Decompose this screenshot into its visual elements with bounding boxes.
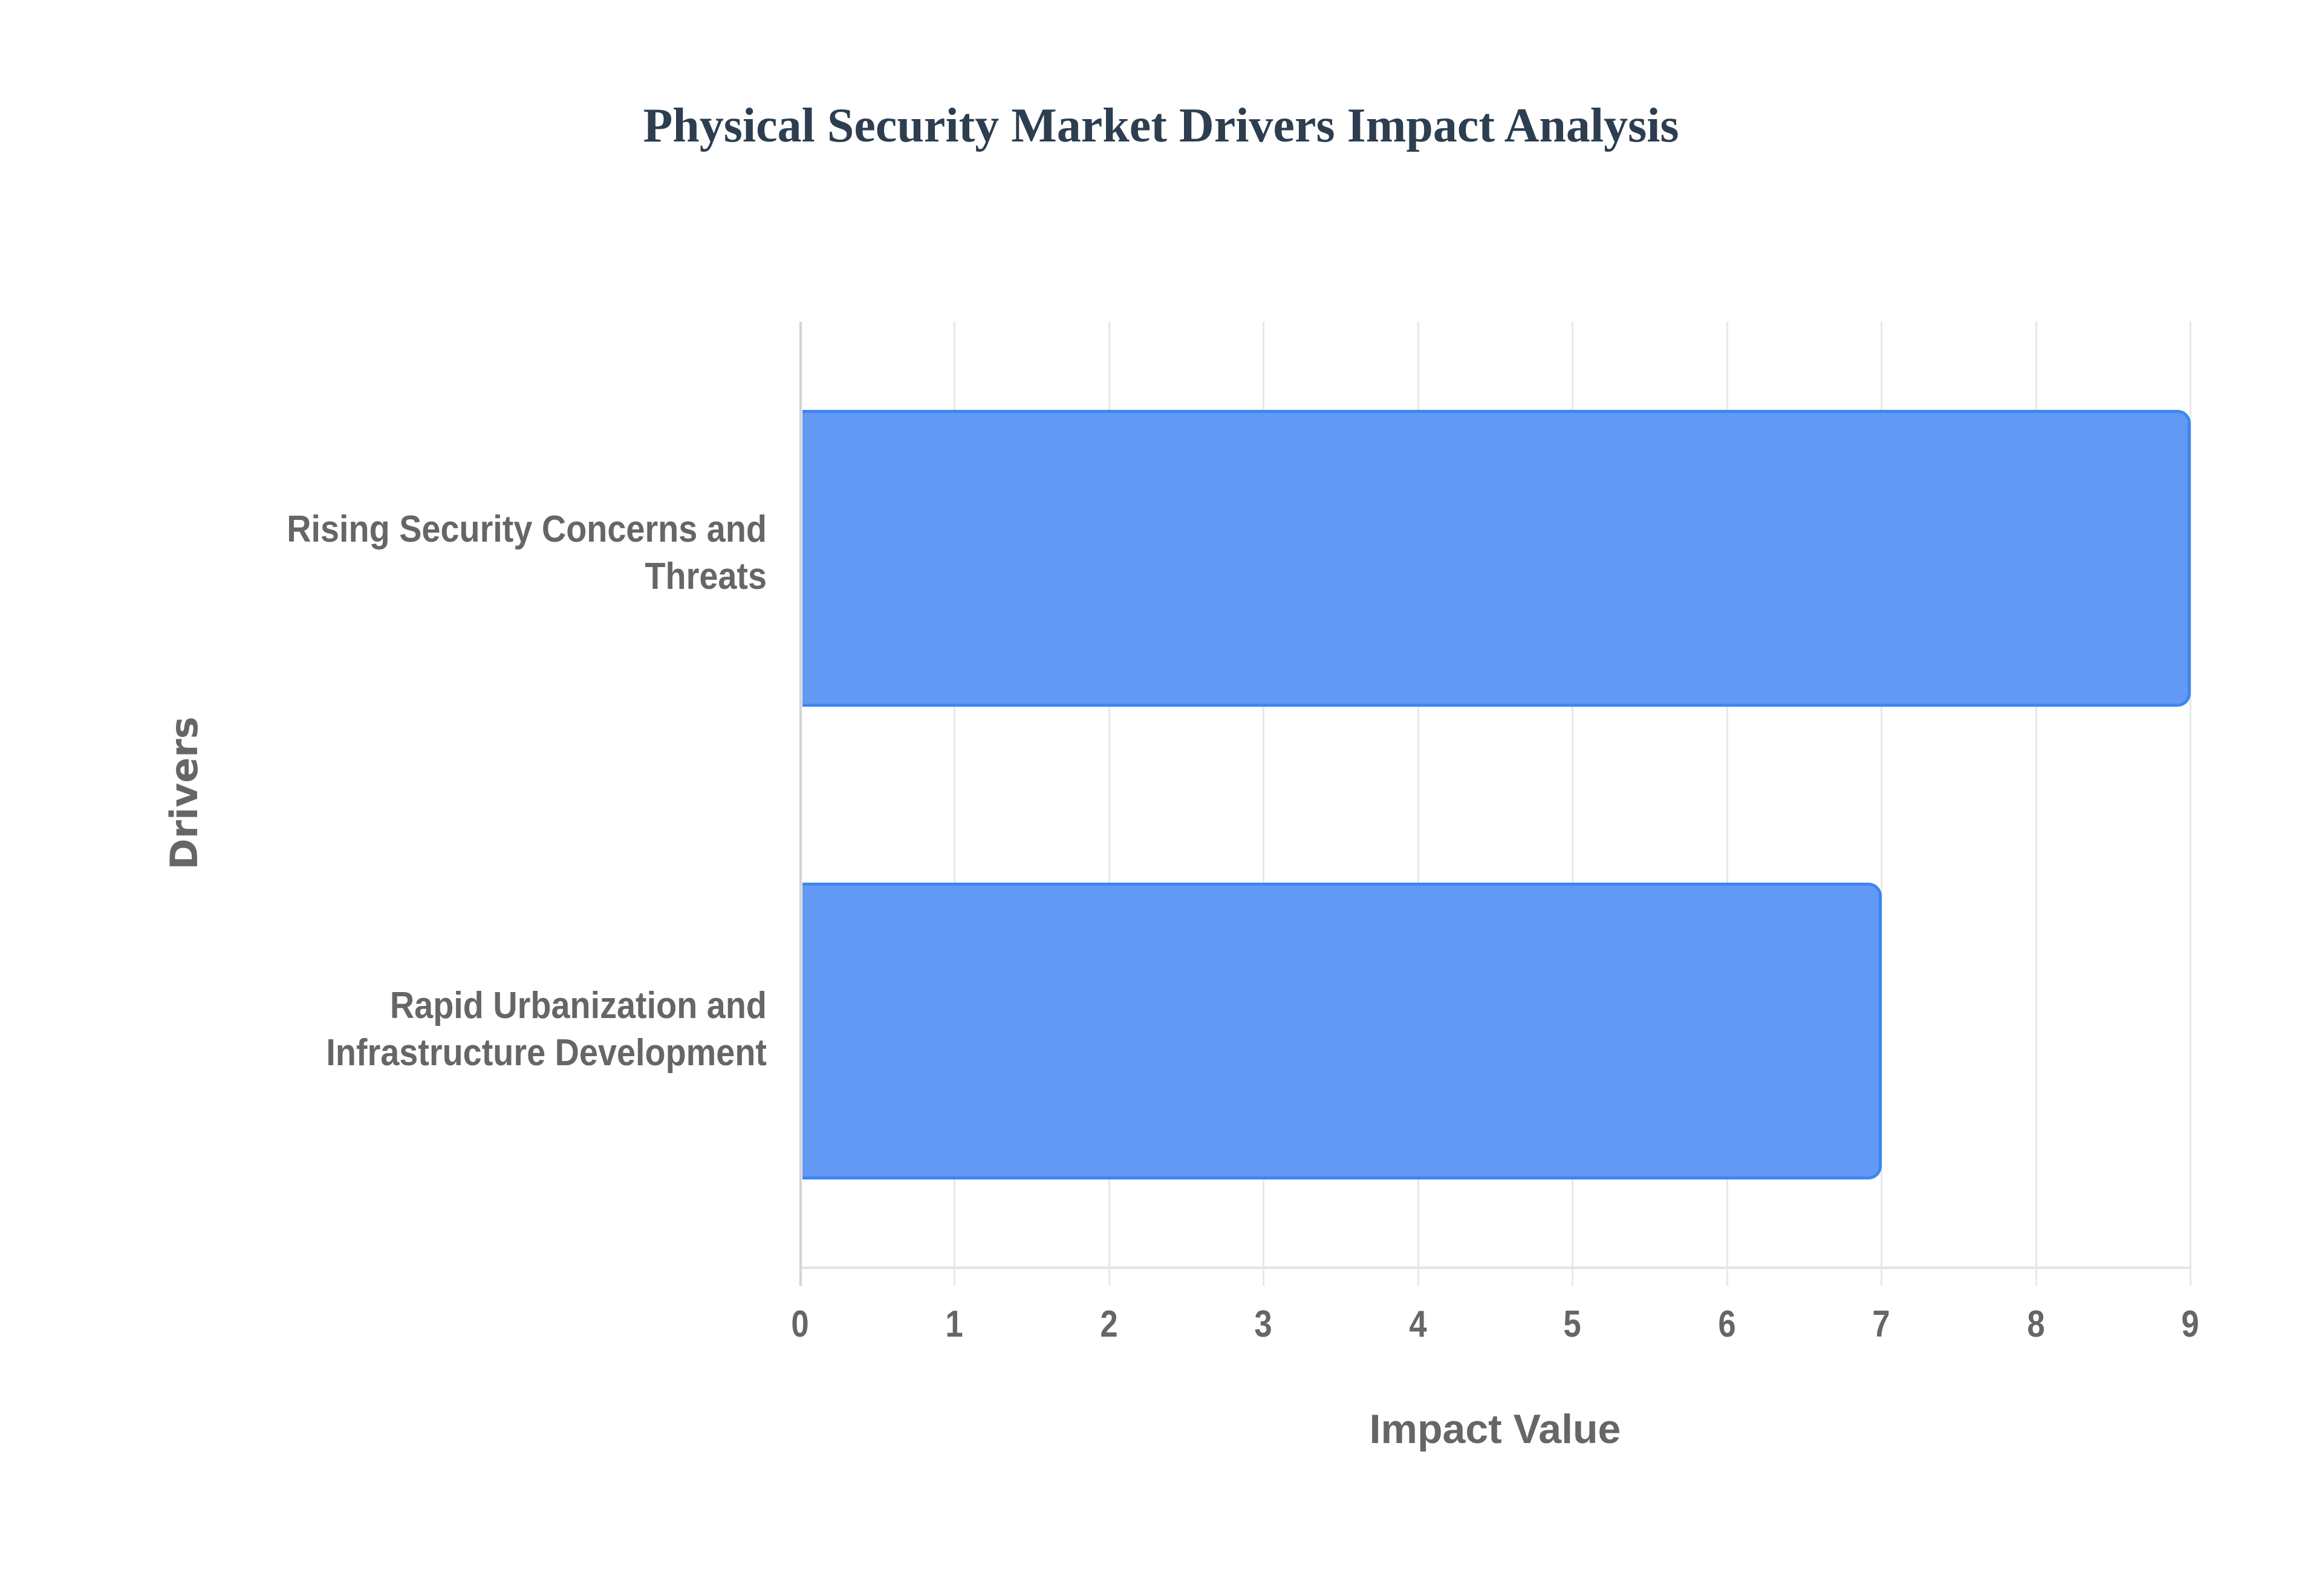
x-tick-label: 5	[1563, 1303, 1581, 1345]
gridline	[1572, 322, 1574, 1286]
x-tick-label: 2	[1100, 1303, 1118, 1345]
x-tick-label: 8	[2026, 1303, 2045, 1345]
y-axis-title: Drivers	[162, 716, 206, 870]
bar[interactable]	[802, 883, 1882, 1180]
x-tick-label: 0	[791, 1303, 809, 1345]
x-tick-label: 6	[1717, 1303, 1736, 1345]
x-tick-label: 7	[1872, 1303, 1890, 1345]
x-baseline	[800, 1267, 2190, 1269]
gridline	[1108, 322, 1110, 1286]
x-axis-title: Impact Value	[1369, 1406, 1621, 1452]
gridline	[1726, 322, 1728, 1286]
gridline	[2035, 322, 2037, 1286]
gridline	[1263, 322, 1265, 1286]
category-label-line: Rapid Urbanization and	[389, 985, 767, 1027]
plot-area	[799, 322, 2191, 1286]
chart-title: Physical Security Market Drivers Impact …	[643, 99, 1679, 152]
category-label-rapid-urbanization: Rapid Urbanization and Infrastructure De…	[168, 982, 767, 1077]
category-label-line: Infrastructure Development	[326, 1032, 767, 1074]
gridline	[1881, 322, 1883, 1286]
x-tick-label: 1	[945, 1303, 964, 1345]
x-tick-label: 3	[1254, 1303, 1272, 1345]
category-label-line: Threats	[645, 556, 767, 597]
gridline	[799, 322, 802, 1286]
gridline	[1417, 322, 1419, 1286]
gridline	[954, 322, 956, 1286]
bar[interactable]	[802, 409, 2191, 707]
gridline	[2190, 322, 2191, 1286]
category-label-line: Rising Security Concerns and	[287, 508, 767, 550]
x-tick-label: 4	[1409, 1303, 1427, 1345]
x-tick-label: 9	[2181, 1303, 2199, 1345]
category-label-rising-security: Rising Security Concerns and Threats	[168, 506, 767, 600]
